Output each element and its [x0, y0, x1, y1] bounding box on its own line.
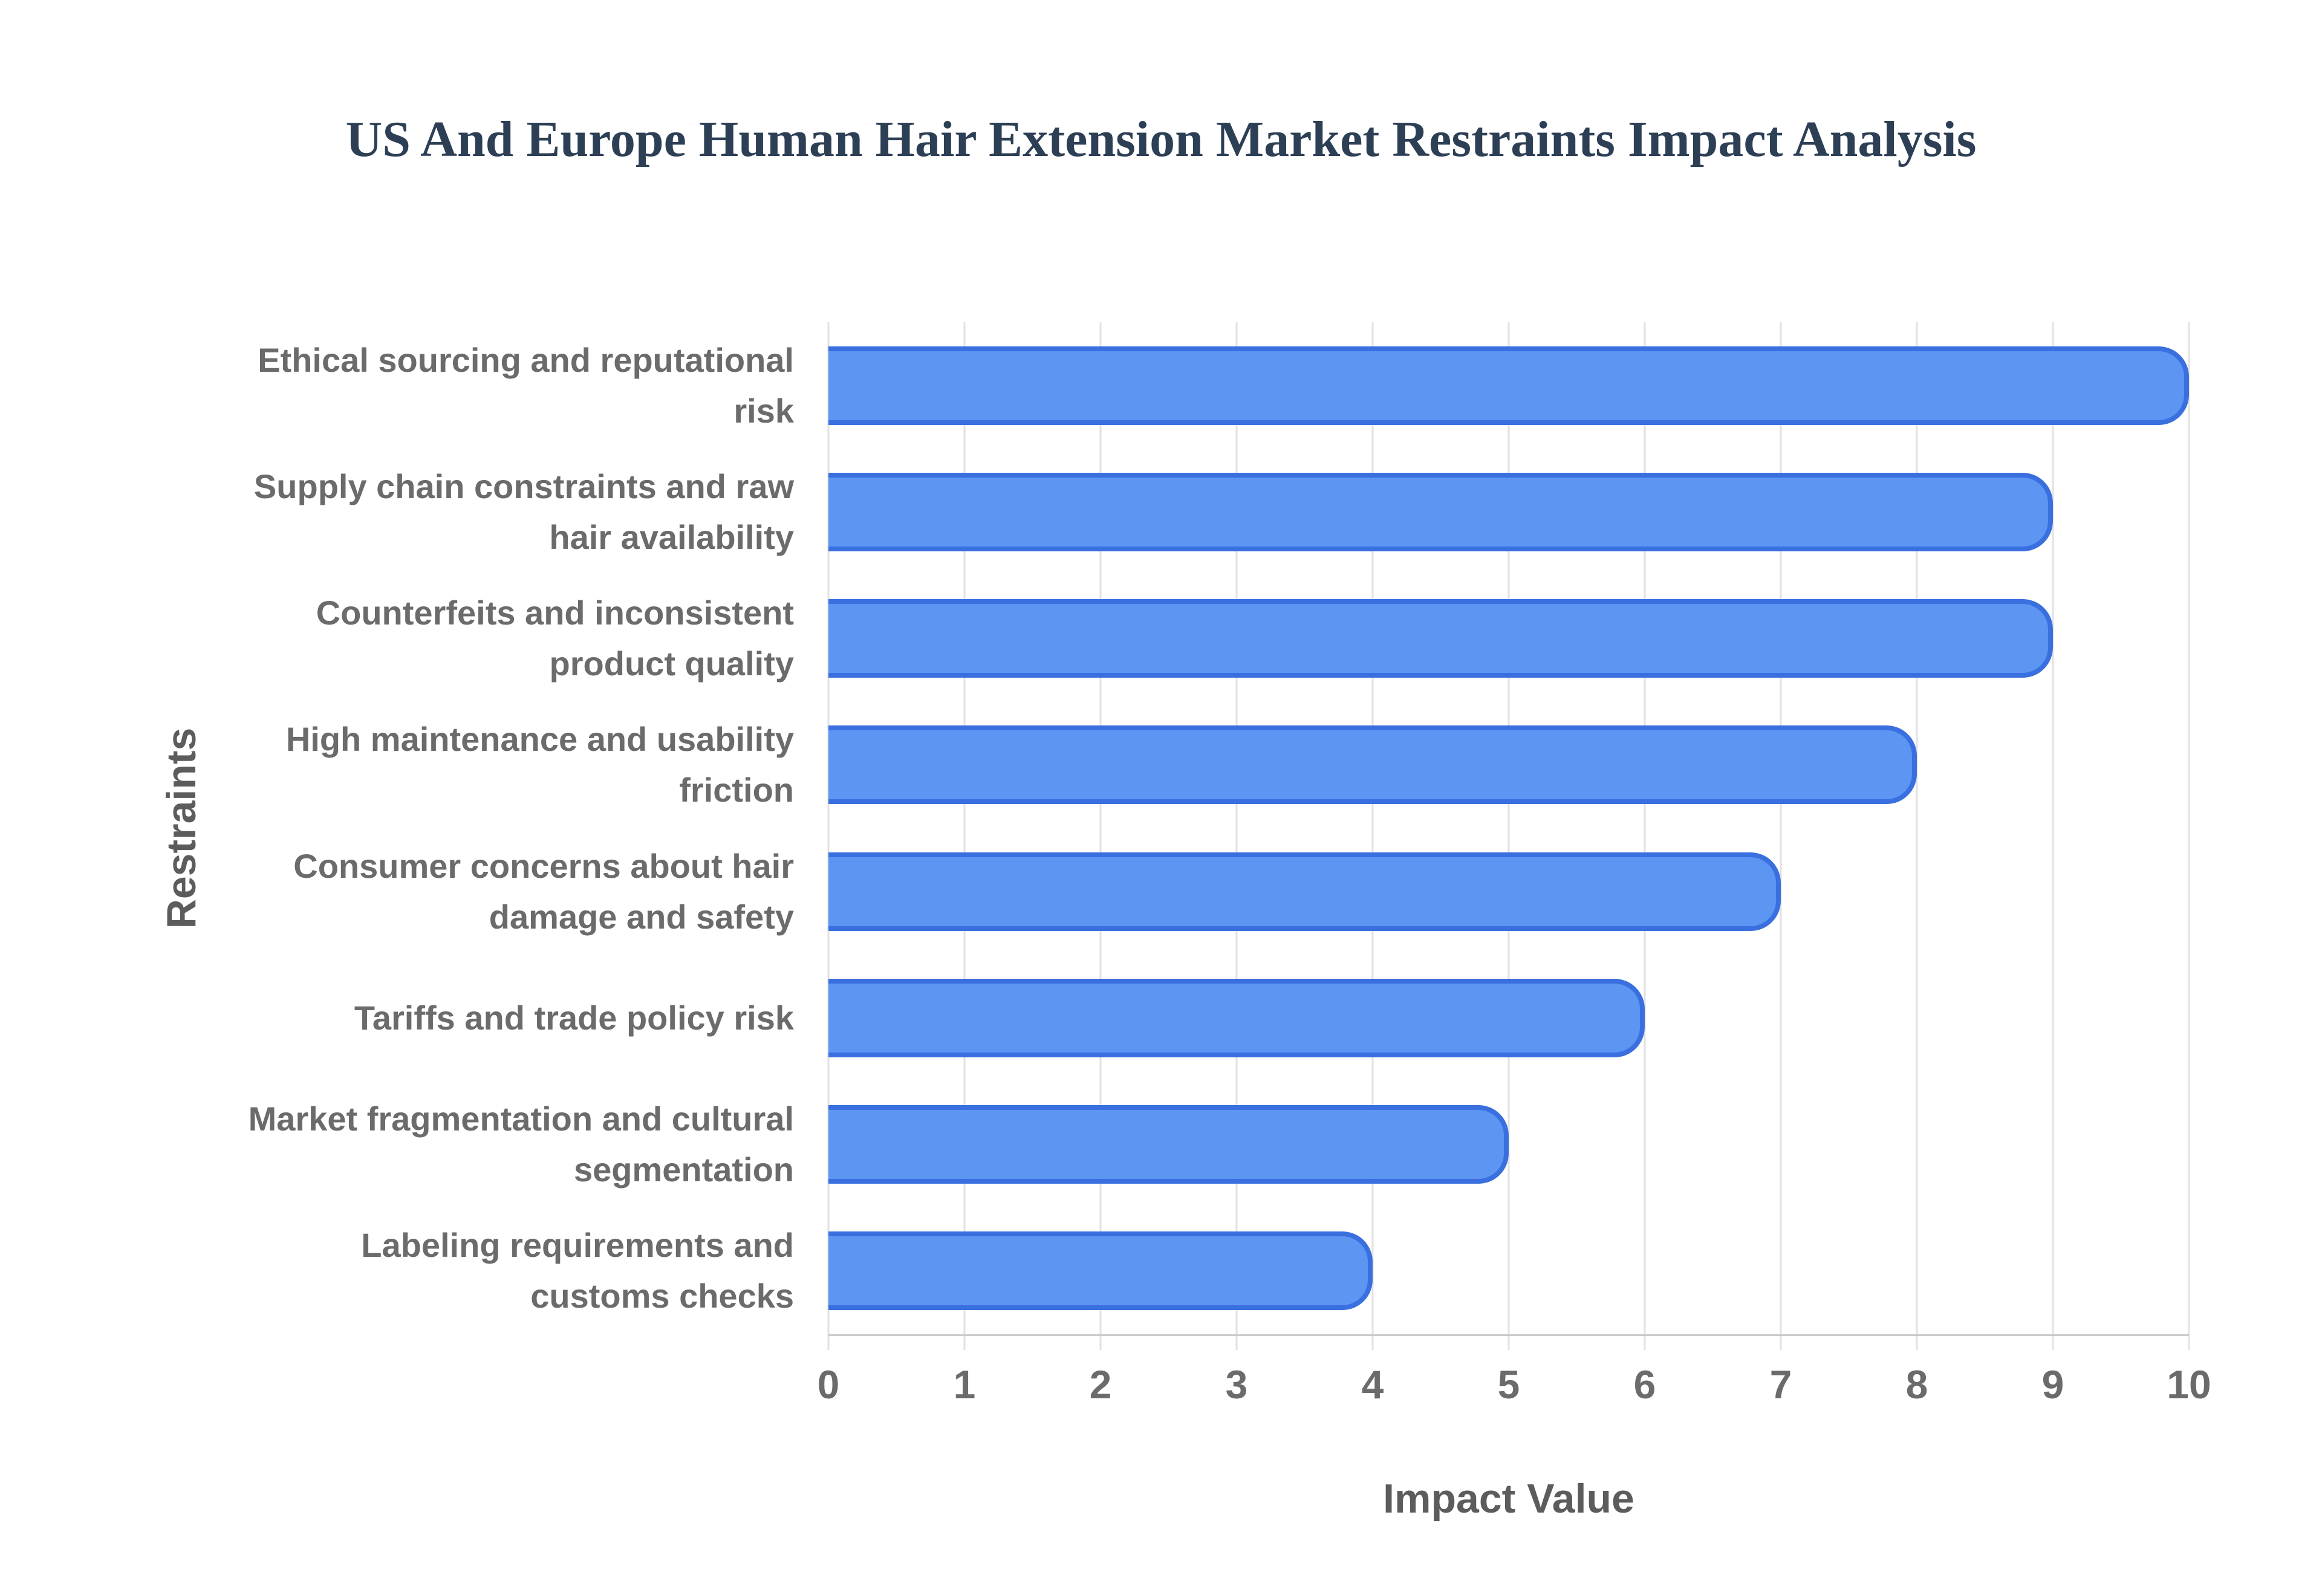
- y-category-label: Tariffs and trade policy risk: [354, 998, 794, 1037]
- bar-band: [828, 828, 2189, 955]
- x-tick-label: 3: [1225, 1362, 1248, 1407]
- bar-band: [828, 702, 2189, 828]
- chart-title: US And Europe Human Hair Extension Marke…: [345, 111, 1977, 167]
- bar: [828, 472, 2053, 551]
- x-tick-label: 2: [1089, 1362, 1112, 1407]
- x-tick-label: 7: [1769, 1362, 1792, 1407]
- x-tick-label: 6: [1633, 1362, 1656, 1407]
- bar-band: [828, 1208, 2189, 1334]
- x-tick-label: 9: [2041, 1362, 2064, 1407]
- bar-band: [828, 449, 2189, 575]
- y-category-label: Counterfeits and inconsistent product qu…: [316, 594, 794, 683]
- bar-band: [828, 955, 2189, 1081]
- y-category-label: Market fragmentation and cultural segmen…: [248, 1100, 794, 1189]
- x-tick-label: 8: [1905, 1362, 1928, 1407]
- x-tick-label: 10: [2167, 1362, 2211, 1407]
- gridline: [963, 322, 966, 1350]
- gridline: [1780, 322, 1782, 1350]
- bar-band: [828, 1082, 2189, 1208]
- gridline: [1507, 322, 1510, 1350]
- bar: [828, 725, 1917, 805]
- gridline: [2188, 322, 2190, 1350]
- bar: [828, 1231, 1373, 1311]
- plot-area: [827, 322, 2190, 1350]
- y-category-label: Labeling requirements and customs checks: [361, 1226, 794, 1315]
- y-category-label: Ethical sourcing and reputational risk: [258, 340, 794, 430]
- bar: [828, 978, 1645, 1057]
- y-category-label: Supply chain constraints and raw hair av…: [253, 467, 794, 556]
- gridline: [1099, 322, 1102, 1350]
- bar: [828, 1105, 1509, 1184]
- x-tick-label: 1: [953, 1362, 976, 1407]
- bar-band: [828, 322, 2189, 449]
- bar: [828, 599, 2053, 678]
- x-axis-ticks: 0 1 2 3 4 5 6 7 8 9 10: [818, 1361, 2211, 1428]
- y-category-label: High maintenance and usability friction: [285, 720, 794, 809]
- x-tick-label: 4: [1361, 1362, 1384, 1407]
- gridline: [2052, 322, 2054, 1350]
- bar: [828, 852, 1781, 931]
- x-axis-title: Impact Value: [1383, 1476, 1634, 1522]
- gridline: [1644, 322, 1646, 1350]
- bar-band: [828, 576, 2189, 702]
- gridline: [1235, 322, 1238, 1350]
- bar: [828, 346, 2189, 425]
- gridline: [827, 322, 830, 1350]
- x-tick-label: 5: [1497, 1362, 1520, 1407]
- gridline: [1371, 322, 1374, 1350]
- x-tick-label: 0: [817, 1362, 840, 1407]
- y-axis-labels: Ethical sourcing and reputational risk Su…: [0, 322, 811, 1334]
- x-axis-line: [828, 1334, 2189, 1336]
- gridline: [1916, 322, 1918, 1350]
- y-category-label: Consumer concerns about hair damage and …: [293, 846, 794, 936]
